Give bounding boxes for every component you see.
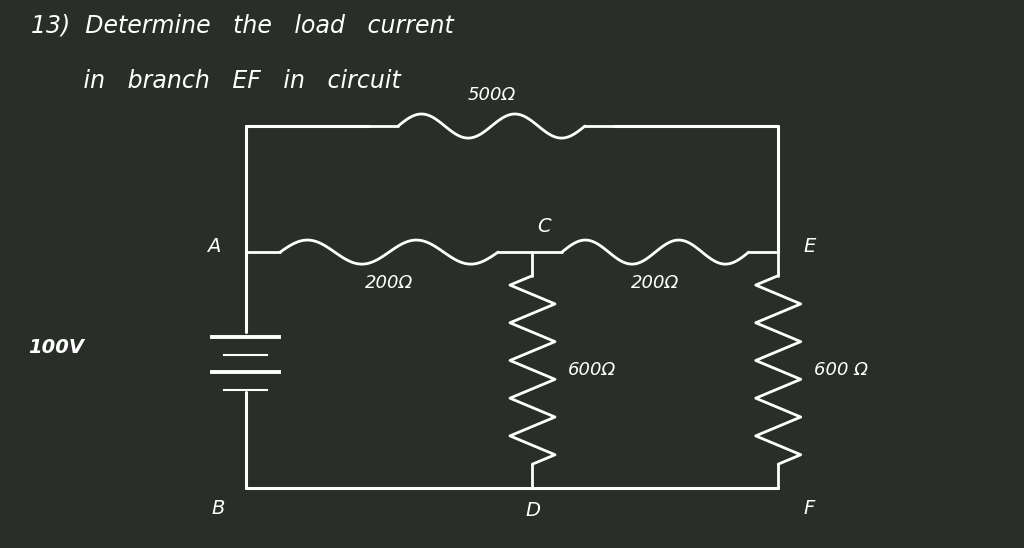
Text: 13)  Determine   the   load   current: 13) Determine the load current <box>31 14 454 38</box>
Text: in   branch   EF   in   circuit: in branch EF in circuit <box>31 68 400 93</box>
Text: 200Ω: 200Ω <box>631 274 680 292</box>
Text: B: B <box>212 499 225 518</box>
Text: C: C <box>538 216 551 236</box>
Text: A: A <box>207 237 220 256</box>
Text: E: E <box>804 237 816 256</box>
Text: 600Ω: 600Ω <box>568 361 616 379</box>
Text: 100V: 100V <box>29 339 84 357</box>
Text: D: D <box>525 501 540 521</box>
Text: 200Ω: 200Ω <box>365 274 414 292</box>
Text: F: F <box>804 499 815 518</box>
Text: 500Ω: 500Ω <box>467 86 516 104</box>
Text: 600 Ω: 600 Ω <box>814 361 868 379</box>
